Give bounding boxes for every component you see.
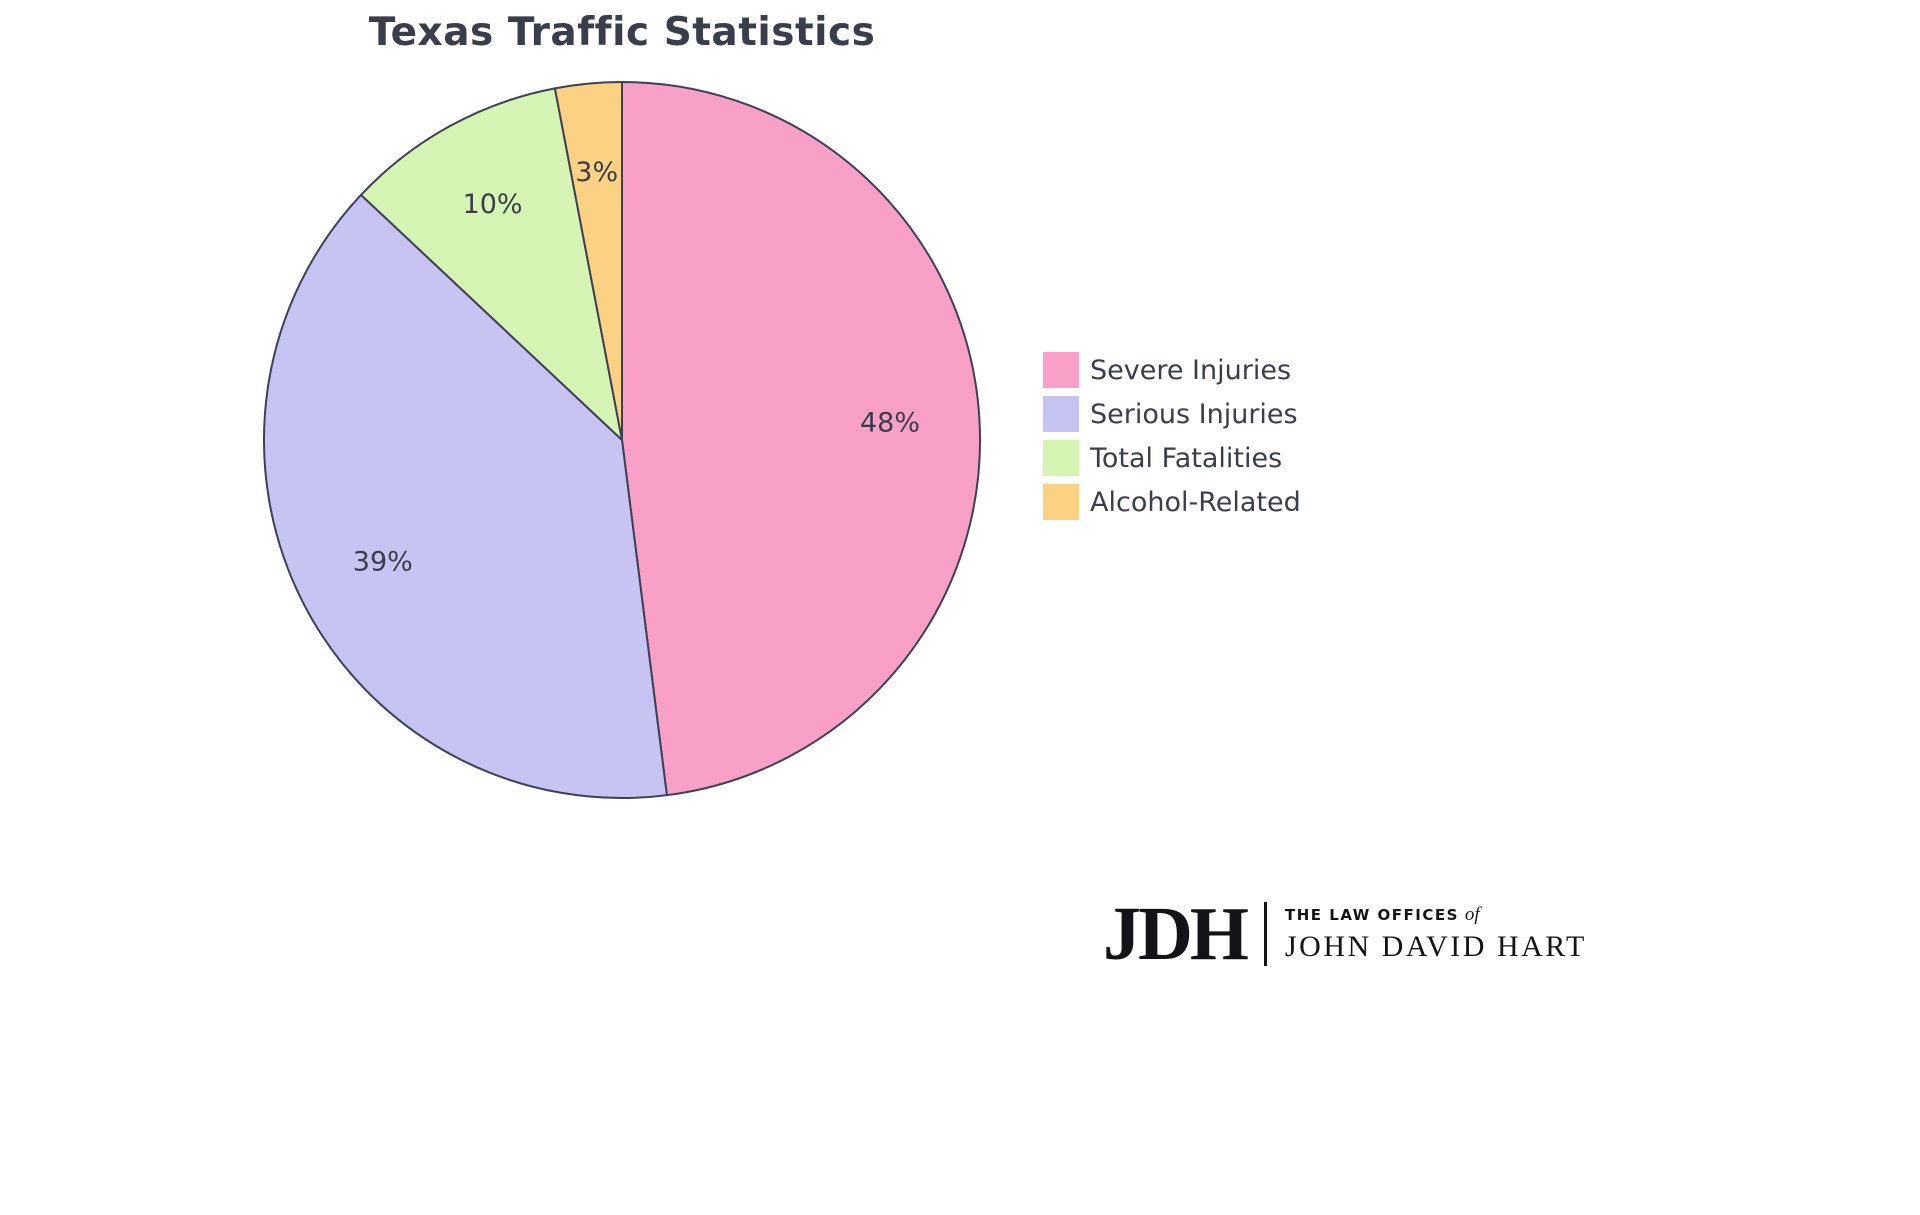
brand-line1: THE LAW OFFICES of [1285,904,1587,926]
brand-divider [1264,902,1267,966]
slice-label-total-fatalities: 10% [463,189,523,220]
legend-swatch [1043,484,1079,520]
legend-swatch [1043,396,1079,432]
legend-label: Alcohol-Related [1090,486,1301,518]
legend-swatch [1043,352,1079,388]
pie-chart: 48% 39% 10% 3% [263,81,982,799]
legend-label: Serious Injuries [1090,398,1298,430]
slice-label-serious-injuries: 39% [353,546,413,577]
slice-label-alcohol-related: 3% [575,157,618,188]
pie-slice-alcohol-related [553,81,623,441]
chart-title: Texas Traffic Statistics [368,10,876,55]
pie-slice-total-fatalities [360,87,623,441]
legend-label: Severe Injuries [1090,354,1292,386]
brand-of: of [1464,904,1480,925]
brand-line2: JOHN DAVID HART [1285,930,1587,963]
slice-label-severe-injuries: 48% [860,408,920,439]
legend-item-alcohol-related: Alcohol-Related [1043,484,1301,520]
brand-logo: JDH THE LAW OFFICES of JOHN DAVID HART [1103,896,1587,972]
legend: Severe Injuries Serious Injuries Total Fat… [1043,352,1301,520]
legend-label: Total Fatalities [1090,442,1283,474]
legend-swatch [1043,440,1079,476]
pie-slice-serious-injuries [263,193,668,799]
pie-slice-severe-injuries [621,81,982,797]
legend-item-total-fatalities: Total Fatalities [1043,440,1301,476]
brand-text: THE LAW OFFICES of JOHN DAVID HART [1285,904,1587,964]
brand-line1-prefix: THE LAW OFFICES [1285,906,1459,924]
legend-item-severe-injuries: Severe Injuries [1043,352,1301,388]
brand-monogram: JDH [1103,892,1249,976]
legend-item-serious-injuries: Serious Injuries [1043,396,1301,432]
